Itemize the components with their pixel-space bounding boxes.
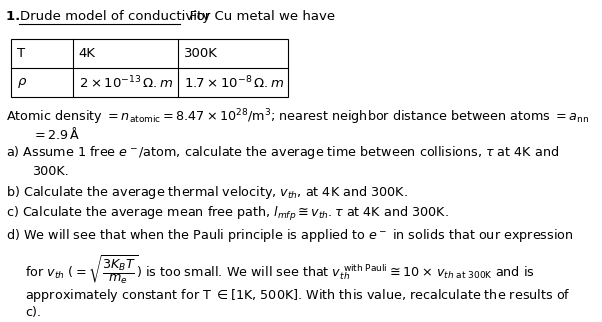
Text: 1.: 1. (6, 10, 25, 23)
Text: 300K.: 300K. (33, 165, 69, 178)
Text: $1.7\times10^{-8}\,\Omega.m$: $1.7\times10^{-8}\,\Omega.m$ (184, 74, 284, 91)
Text: approximately constant for T $\in$[1K, 500K]. With this value, recalculate the r: approximately constant for T $\in$[1K, 5… (25, 287, 571, 304)
Text: c) Calculate the average mean free path, $l_{mfp} \cong v_{th}.\tau$ at 4K and 3: c) Calculate the average mean free path,… (6, 205, 449, 223)
Text: 4K: 4K (79, 47, 96, 60)
Text: T: T (17, 47, 25, 60)
Text: : For Cu metal we have: : For Cu metal we have (181, 10, 335, 23)
Text: 300K: 300K (184, 47, 218, 60)
Text: $\rho$: $\rho$ (17, 76, 27, 90)
Text: a) Assume 1 free $e^-$/atom, calculate the average time between collisions, $\ta: a) Assume 1 free $e^-$/atom, calculate t… (6, 145, 559, 162)
Text: d) We will see that when the Pauli principle is applied to $e^-$ in solids that : d) We will see that when the Pauli princ… (6, 227, 574, 244)
Text: c).: c). (25, 306, 42, 319)
Text: b) Calculate the average thermal velocity, $v_{th}$, at 4K and 300K.: b) Calculate the average thermal velocit… (6, 184, 408, 201)
Text: $2 \times 10^{-13}\,\Omega.m$: $2 \times 10^{-13}\,\Omega.m$ (79, 74, 173, 91)
Text: $= 2.9\,\rm{\AA}$: $= 2.9\,\rm{\AA}$ (33, 126, 81, 142)
Text: Atomic density $= n_{\rm atomic} = 8.47 \times 10^{28}/\rm{m}^3$; nearest neighb: Atomic density $= n_{\rm atomic} = 8.47 … (6, 107, 589, 127)
Bar (11, 39, 288, 97)
Text: Drude model of conductivity: Drude model of conductivity (19, 10, 209, 23)
Text: for $v_{th}$ ($= \sqrt{\dfrac{3K_BT}{m_e}}$) is too small. We will see that $v_{: for $v_{th}$ ($= \sqrt{\dfrac{3K_BT}{m_e… (25, 253, 535, 287)
